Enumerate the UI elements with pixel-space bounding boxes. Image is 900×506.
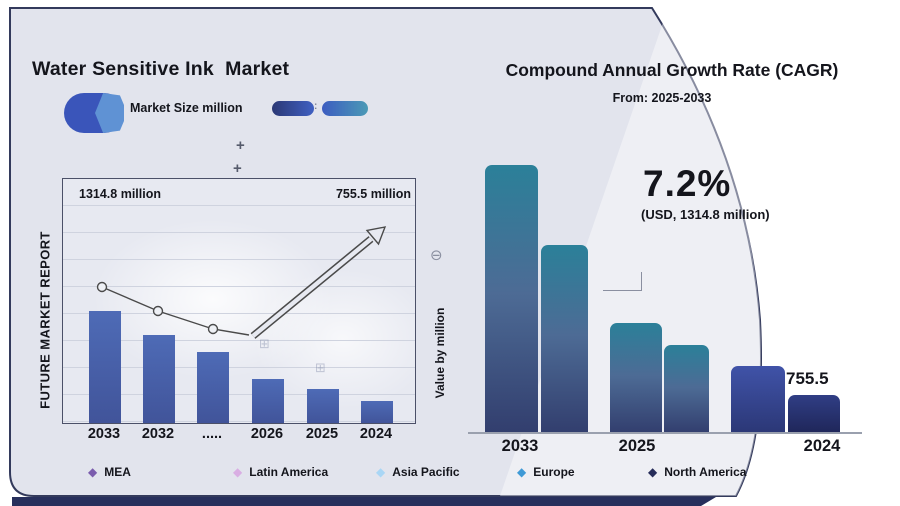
left-bar <box>197 352 229 423</box>
legend-diamond: ◆ <box>88 465 98 479</box>
left-bar <box>143 335 175 423</box>
left-bar <box>89 311 121 423</box>
cagr-value: 7.2% <box>643 163 732 204</box>
x-label: 2025 <box>618 437 656 455</box>
grid-icon: ⊞ <box>259 337 270 352</box>
legend-label: Asia Pacific <box>392 465 460 479</box>
plus-icon: + <box>233 160 242 177</box>
cagr-basis: (USD, 1314.8 million) <box>641 207 770 222</box>
end-value-label: 755.5 million <box>335 187 411 201</box>
value-annotation: 755.5 <box>786 369 829 388</box>
legend-diamond: ◆ <box>648 465 658 479</box>
legend-item: ◆ Europe <box>517 465 575 479</box>
market-size-label: Market Size million <box>130 101 243 115</box>
right-bar <box>541 245 588 433</box>
callout-elbow-line <box>603 272 642 291</box>
left-bar <box>361 401 393 423</box>
left-chart: 1314.8 million 755.5 million ⊞ ⊞ <box>62 178 416 424</box>
x-label: 2024 <box>359 426 393 442</box>
legend-diamond: ◆ <box>376 465 386 479</box>
x-label: 2033 <box>501 437 539 455</box>
left-bar <box>307 389 339 423</box>
left-bar <box>252 379 284 423</box>
legend-diamond: ◆ <box>233 465 243 479</box>
grid-icon: ⊞ <box>315 361 326 376</box>
bottom-navy-bar <box>12 497 716 506</box>
gradient-pill-icon <box>272 101 314 116</box>
legend-item: ◆ MEA <box>88 465 131 479</box>
minus-circle-icon: ⊖ <box>430 246 443 264</box>
x-label: 2026 <box>250 426 284 442</box>
x-label: 2024 <box>803 437 841 455</box>
right-bar <box>610 323 662 433</box>
gridlines <box>63 179 415 423</box>
pill-separator: : <box>314 101 318 112</box>
legend-label: North America <box>664 465 747 479</box>
right-bar <box>731 366 785 433</box>
x-label: 2033 <box>87 426 121 442</box>
plus-icon: + <box>236 137 245 154</box>
page-title: Water Sensitive Ink Market <box>32 58 290 80</box>
y-axis-label: Value by million <box>433 307 447 399</box>
legend-diamond: ◆ <box>517 465 527 479</box>
legend-label: MEA <box>104 465 131 479</box>
cylinder-icon <box>64 93 124 133</box>
brand-watermark: FUTURE MARKET REPORT <box>37 231 53 409</box>
right-bar <box>788 395 840 433</box>
start-value-label: 1314.8 million <box>79 187 161 201</box>
x-label: ..... <box>201 426 223 442</box>
legend-item: ◆ North America <box>648 465 746 479</box>
cagr-period: From: 2025-2033 <box>612 91 712 105</box>
cagr-title: Compound Annual Growth Rate (CAGR) <box>505 60 839 80</box>
x-label: 2025 <box>305 426 339 442</box>
right-bar <box>664 345 709 433</box>
legend-item: ◆ Asia Pacific <box>376 465 460 479</box>
x-label: 2032 <box>141 426 175 442</box>
right-bar <box>485 165 538 433</box>
legend-item: ◆ Latin America <box>233 465 328 479</box>
x-axis-line <box>468 432 862 434</box>
legend-label: Europe <box>533 465 575 479</box>
trend-line-and-arrow <box>96 226 387 339</box>
gradient-pill-icon <box>322 101 368 116</box>
legend-label: Latin America <box>249 465 329 479</box>
